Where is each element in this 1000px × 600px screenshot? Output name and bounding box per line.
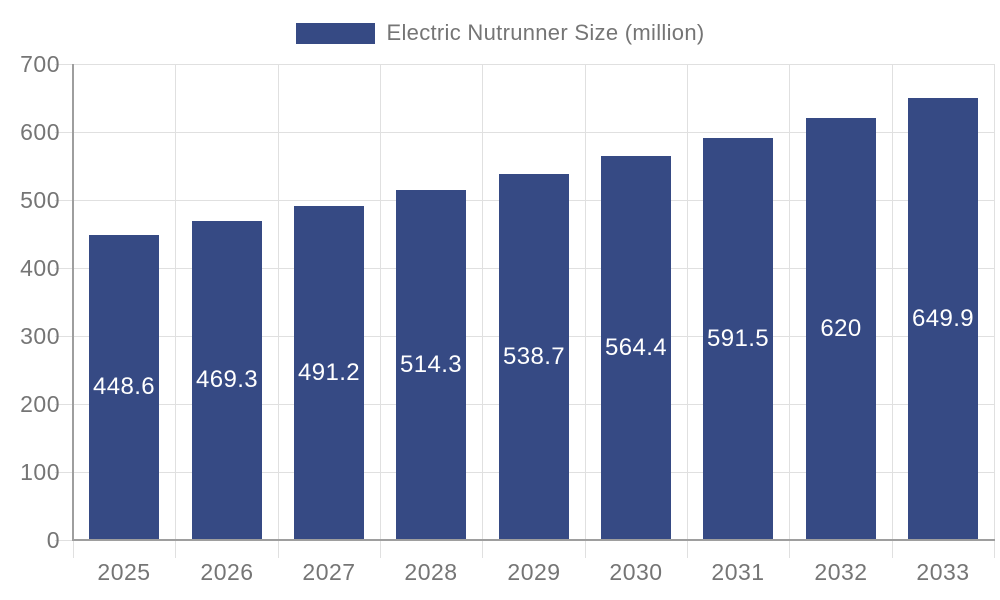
legend-swatch[interactable]: [295, 22, 375, 44]
x-axis-tick-label: 2031: [711, 559, 765, 585]
x-axis-tick-label: 2025: [97, 559, 151, 585]
x-axis-tick-label: 2029: [507, 559, 561, 585]
y-axis-tick-label: 100: [20, 459, 60, 485]
y-axis-line: [72, 64, 74, 540]
x-gridline: [175, 64, 176, 558]
x-gridline: [585, 64, 586, 558]
bar-value-label: 649.9: [911, 305, 975, 332]
bar-2025: [89, 235, 159, 540]
y-axis-tick-label: 500: [20, 187, 60, 213]
bar-value-label: 491.2: [297, 359, 361, 386]
bar-value-label: 538.7: [502, 343, 566, 370]
y-axis-tick-label: 400: [20, 255, 60, 281]
y-axis-tick-label: 0: [46, 527, 60, 553]
x-gridline: [380, 64, 381, 558]
y-gridline: [55, 132, 994, 133]
bar-2030: [601, 156, 671, 540]
x-gridline: [482, 64, 483, 558]
y-axis-tick-label: 700: [20, 51, 60, 77]
bar-2032: [806, 118, 876, 540]
x-axis-tick-label: 2033: [916, 559, 970, 585]
bar-value-label: 620: [820, 315, 862, 342]
x-axis-tick-label: 2026: [200, 559, 254, 585]
y-axis-tick-label: 200: [20, 391, 60, 417]
x-gridline: [892, 64, 893, 558]
x-gridline: [278, 64, 279, 558]
x-gridline: [789, 64, 790, 558]
bar-2029: [499, 174, 569, 540]
bar-2027: [294, 206, 364, 540]
legend-label[interactable]: Electric Nutrunner Size (million): [386, 20, 705, 45]
x-gridline: [687, 64, 688, 558]
bar-2033: [908, 98, 978, 540]
x-axis-tick-label: 2030: [609, 559, 663, 585]
x-axis-line: [72, 539, 995, 541]
x-axis-tick-label: 2028: [404, 559, 458, 585]
bar-value-label: 469.3: [195, 366, 259, 393]
y-axis-tick-label: 600: [20, 119, 60, 145]
x-gridline: [994, 64, 995, 558]
y-axis-tick-label: 300: [20, 323, 60, 349]
bar-2031: [703, 138, 773, 540]
bar-2026: [192, 221, 262, 540]
bar-2028: [396, 190, 466, 540]
bar-value-label: 591.5: [706, 325, 770, 352]
bar-value-label: 514.3: [399, 351, 463, 378]
bar-value-label: 564.4: [604, 334, 668, 361]
y-gridline: [55, 64, 994, 65]
legend[interactable]: Electric Nutrunner Size (million): [0, 20, 1000, 46]
bar-value-label: 448.6: [92, 373, 156, 400]
x-axis-tick-label: 2027: [302, 559, 356, 585]
x-axis-tick-label: 2032: [814, 559, 868, 585]
